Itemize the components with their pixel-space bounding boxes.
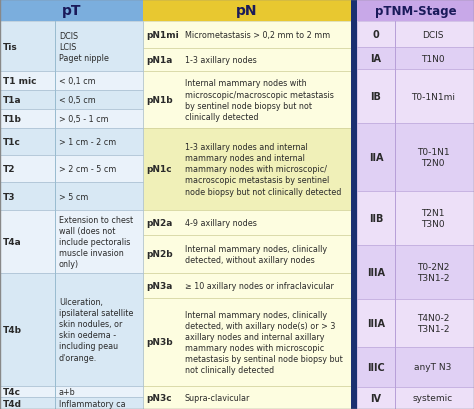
Text: T4a: T4a <box>3 237 22 246</box>
Text: pN3a: pN3a <box>146 281 173 290</box>
Text: IB: IB <box>371 92 382 102</box>
Text: IIIA: IIIA <box>367 318 385 328</box>
Bar <box>351 0 357 409</box>
Text: < 0,1 cm: < 0,1 cm <box>59 77 96 86</box>
Text: 1-3 axillary nodes: 1-3 axillary nodes <box>185 56 257 65</box>
Bar <box>0 129 143 156</box>
Bar <box>357 48 474 70</box>
Text: 4-9 axillary nodes: 4-9 axillary nodes <box>185 218 257 227</box>
Bar <box>143 129 351 210</box>
Bar <box>0 72 143 91</box>
Text: DCIS
LCIS
Paget nipple: DCIS LCIS Paget nipple <box>59 31 109 63</box>
Text: pN1b: pN1b <box>146 96 173 105</box>
Bar <box>143 72 351 129</box>
Text: T1a: T1a <box>3 96 22 105</box>
Text: IIIC: IIIC <box>367 362 385 372</box>
Bar <box>143 210 351 235</box>
Bar <box>357 347 474 387</box>
Bar <box>357 70 474 124</box>
Bar <box>0 110 143 129</box>
Text: T4b: T4b <box>3 325 22 334</box>
Bar <box>395 22 396 409</box>
Text: T2N1
T3N0: T2N1 T3N0 <box>421 209 445 229</box>
Bar <box>143 49 351 72</box>
Text: Extension to chest
wall (does not
include pectoralis
muscle invasion
only): Extension to chest wall (does not includ… <box>59 215 133 268</box>
Bar <box>357 387 474 409</box>
Bar <box>143 386 351 409</box>
Text: T4c: T4c <box>3 387 21 396</box>
Text: pN2b: pN2b <box>146 249 173 258</box>
Text: T1N0: T1N0 <box>421 54 445 63</box>
Bar <box>357 299 474 347</box>
Text: T2: T2 <box>3 165 16 174</box>
Text: T0-2N2
T3N1-2: T0-2N2 T3N1-2 <box>417 262 449 282</box>
Bar <box>0 398 143 409</box>
Text: 1-3 axillary nodes and internal
mammary nodes and internal
mammary nodes with mi: 1-3 axillary nodes and internal mammary … <box>185 143 341 196</box>
Bar <box>357 22 474 48</box>
Bar <box>357 0 474 22</box>
Text: Tis: Tis <box>3 43 18 52</box>
Text: Internal mammary nodes with
microscopic/macroscopic metastasis
by sentinel node : Internal mammary nodes with microscopic/… <box>185 79 334 121</box>
Text: > 1 cm - 2 cm: > 1 cm - 2 cm <box>59 138 116 147</box>
Bar <box>0 0 143 22</box>
Text: IIA: IIA <box>369 153 383 163</box>
Text: Internal mammary nodes, clinically
detected, with axillary node(s) or > 3
axilla: Internal mammary nodes, clinically detec… <box>185 310 343 374</box>
Text: Internal mammary nodes, clinically
detected, without axillary nodes: Internal mammary nodes, clinically detec… <box>185 244 327 264</box>
Bar <box>357 245 474 299</box>
Text: pN2a: pN2a <box>146 218 173 227</box>
Bar <box>143 298 351 386</box>
Text: pN: pN <box>236 4 258 18</box>
Text: a+b: a+b <box>59 387 76 396</box>
Text: > 5 cm: > 5 cm <box>59 192 88 201</box>
Bar <box>0 210 143 273</box>
Text: DCIS: DCIS <box>422 30 444 39</box>
Text: pN1a: pN1a <box>146 56 173 65</box>
Text: T1c: T1c <box>3 138 21 147</box>
Text: ≥ 10 axillary nodes or infraclavicular: ≥ 10 axillary nodes or infraclavicular <box>185 281 334 290</box>
Text: Micrometastasis > 0,2 mm to 2 mm: Micrometastasis > 0,2 mm to 2 mm <box>185 31 330 40</box>
Text: IIB: IIB <box>369 213 383 223</box>
Text: pN1mi: pN1mi <box>146 31 179 40</box>
Text: pT: pT <box>62 4 81 18</box>
Text: pN1c: pN1c <box>146 165 172 174</box>
Text: pTNM-Stage: pTNM-Stage <box>374 4 456 18</box>
Text: IIIA: IIIA <box>367 267 385 277</box>
Text: T3: T3 <box>3 192 16 201</box>
Text: pN3c: pN3c <box>146 393 172 402</box>
Text: T1b: T1b <box>3 115 22 124</box>
Bar <box>55 22 56 409</box>
Text: 0: 0 <box>373 30 379 40</box>
Text: anyT N3: anyT N3 <box>414 363 452 372</box>
Bar <box>143 22 351 49</box>
Bar <box>143 0 357 22</box>
Bar <box>0 273 143 386</box>
Text: < 0,5 cm: < 0,5 cm <box>59 96 96 105</box>
Bar <box>143 273 351 298</box>
Bar <box>0 22 143 72</box>
Text: > 0,5 - 1 cm: > 0,5 - 1 cm <box>59 115 109 124</box>
Text: T0-1N1
T2N0: T0-1N1 T2N0 <box>417 148 449 168</box>
Text: > 2 cm - 5 cm: > 2 cm - 5 cm <box>59 165 117 174</box>
Bar <box>0 183 143 210</box>
Bar <box>0 386 143 398</box>
Text: Inflammatory ca: Inflammatory ca <box>59 399 126 408</box>
Bar <box>357 191 474 245</box>
Text: T4N0-2
T3N1-2: T4N0-2 T3N1-2 <box>417 313 449 333</box>
Bar <box>0 156 143 183</box>
Text: T4d: T4d <box>3 399 22 408</box>
Bar <box>357 124 474 191</box>
Bar <box>0 91 143 110</box>
Text: systemic: systemic <box>413 393 453 402</box>
Text: IV: IV <box>371 393 382 403</box>
Text: Supra-clavicular: Supra-clavicular <box>185 393 250 402</box>
Bar <box>143 235 351 273</box>
Text: T0-1N1mi: T0-1N1mi <box>411 92 455 101</box>
Text: Ulceration,
ipsilateral satellite
skin nodules, or
skin oedema -
including peau
: Ulceration, ipsilateral satellite skin n… <box>59 297 133 362</box>
Text: T1 mic: T1 mic <box>3 77 36 86</box>
Text: IA: IA <box>371 54 382 64</box>
Text: pN3b: pN3b <box>146 337 173 346</box>
